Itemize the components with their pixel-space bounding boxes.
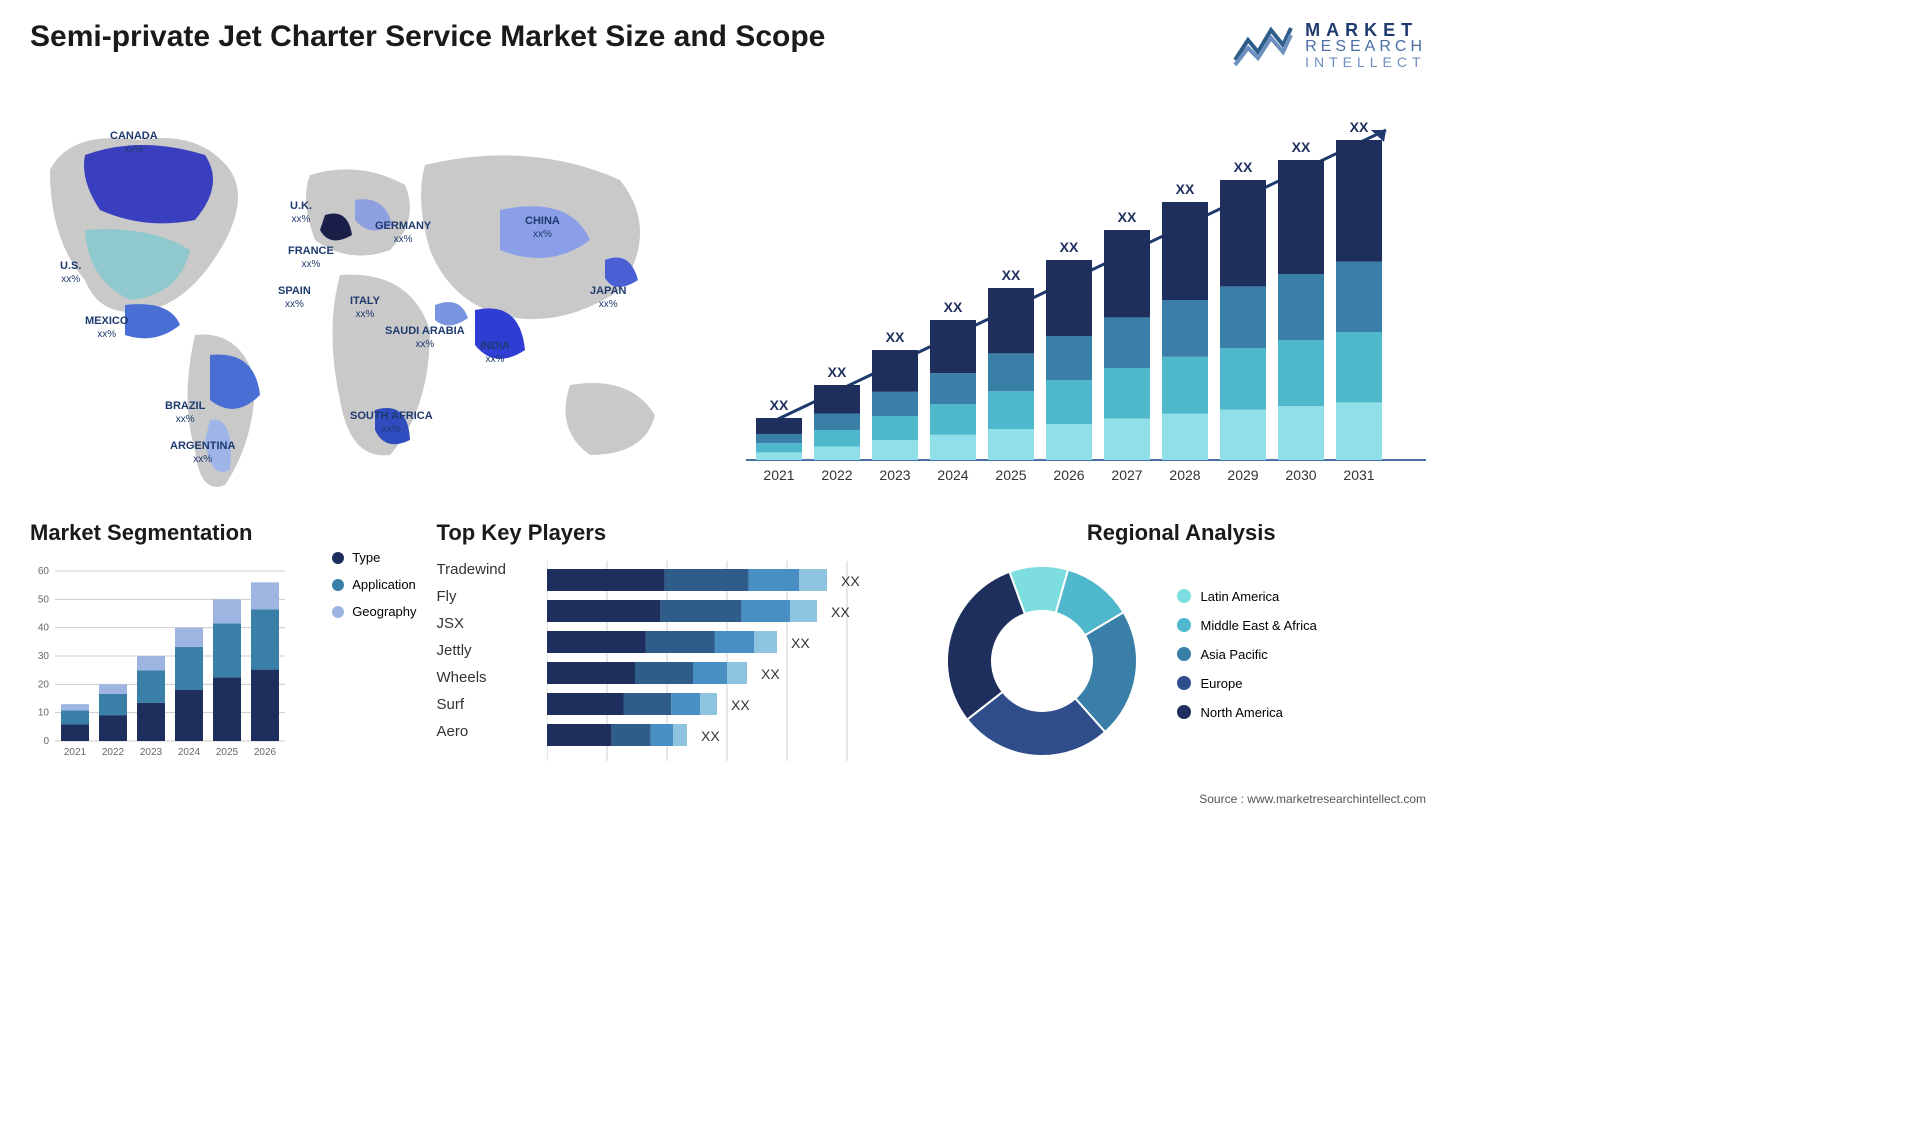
svg-text:XX: XX — [1234, 159, 1253, 175]
svg-text:2021: 2021 — [763, 467, 794, 483]
svg-text:XX: XX — [831, 604, 850, 620]
map-label-saudiarabia: SAUDI ARABIAxx% — [385, 325, 465, 351]
svg-text:XX: XX — [841, 573, 860, 589]
logo-line2: RESEARCH — [1305, 39, 1426, 55]
logo-icon — [1233, 20, 1293, 70]
map-label-southafrica: SOUTH AFRICAxx% — [350, 410, 433, 436]
svg-text:XX: XX — [828, 364, 847, 380]
seg-legend-item: Type — [332, 550, 416, 565]
svg-text:2021: 2021 — [64, 747, 87, 758]
regional-donut-chart — [937, 561, 1147, 761]
svg-text:2024: 2024 — [937, 467, 968, 483]
segmentation-title: Market Segmentation — [30, 520, 407, 546]
map-label-japan: JAPANxx% — [590, 285, 626, 311]
region-legend-item: North America — [1177, 705, 1317, 720]
svg-text:2023: 2023 — [879, 467, 910, 483]
svg-text:60: 60 — [38, 566, 50, 577]
map-label-canada: CANADAxx% — [110, 130, 158, 156]
svg-text:2025: 2025 — [216, 747, 239, 758]
world-map-panel: CANADAxx% U.S.xx% MEXICOxx% BRAZILxx% ARGENT… — [30, 100, 706, 500]
map-label-china: CHINAxx% — [525, 215, 560, 241]
svg-text:2026: 2026 — [254, 747, 277, 758]
segmentation-legend: Type Application Geography — [332, 550, 416, 631]
svg-text:20: 20 — [38, 679, 50, 690]
svg-text:2023: 2023 — [140, 747, 163, 758]
player-label: Jettly — [437, 642, 506, 659]
svg-text:2026: 2026 — [1053, 467, 1084, 483]
svg-text:2029: 2029 — [1227, 467, 1258, 483]
svg-text:XX: XX — [770, 397, 789, 413]
segmentation-bar-chart: 0 10 20 30 40 50 60 2021 2022 2023 2024 2025 2026 — [30, 561, 290, 761]
svg-text:XX: XX — [761, 666, 780, 682]
svg-text:XX: XX — [701, 728, 720, 744]
svg-text:0: 0 — [43, 736, 49, 747]
svg-text:2028: 2028 — [1169, 467, 1200, 483]
svg-text:2022: 2022 — [102, 747, 125, 758]
region-legend-item: Asia Pacific — [1177, 647, 1317, 662]
growth-bar-chart: XX 2021 XX 2022 XX 2023 XX 2024 XX 2025 XX 2026 XX 20… — [746, 100, 1426, 500]
brand-logo: MARKET RESEARCH INTELLECT — [1233, 20, 1426, 70]
svg-text:2025: 2025 — [995, 467, 1026, 483]
logo-line1: MARKET — [1305, 21, 1426, 39]
player-label: Wheels — [437, 669, 506, 686]
svg-text:XX: XX — [944, 299, 963, 315]
svg-text:2024: 2024 — [178, 747, 201, 758]
regional-legend: Latin America Middle East & Africa Asia Pa… — [1177, 589, 1317, 734]
map-label-brazil: BRAZILxx% — [165, 400, 205, 426]
players-title: Top Key Players — [437, 520, 907, 546]
svg-text:XX: XX — [1176, 181, 1195, 197]
svg-text:40: 40 — [38, 623, 50, 634]
page-title: Semi-private Jet Charter Service Market … — [30, 20, 825, 54]
regional-panel: Regional Analysis Latin America Middle Ea… — [937, 520, 1426, 780]
map-label-spain: SPAINxx% — [278, 285, 311, 311]
source-text: Source : www.marketresearchintellect.com — [1199, 792, 1426, 806]
svg-text:10: 10 — [38, 708, 50, 719]
player-label: Surf — [437, 696, 506, 713]
svg-text:XX: XX — [1118, 209, 1137, 225]
region-legend-item: Middle East & Africa — [1177, 618, 1317, 633]
map-label-uk: U.K.xx% — [290, 200, 312, 226]
svg-text:XX: XX — [731, 697, 750, 713]
players-panel: Top Key Players Tradewind Fly JSX Jettly Whe… — [437, 520, 907, 780]
svg-text:2027: 2027 — [1111, 467, 1142, 483]
seg-legend-item: Application — [332, 577, 416, 592]
players-label-column: Tradewind Fly JSX Jettly Wheels Surf Aero — [437, 561, 506, 740]
svg-text:XX: XX — [1350, 119, 1369, 135]
svg-text:XX: XX — [886, 329, 905, 345]
svg-text:2022: 2022 — [821, 467, 852, 483]
map-label-france: FRANCExx% — [288, 245, 334, 271]
player-label: Tradewind — [437, 561, 506, 578]
svg-text:50: 50 — [38, 594, 50, 605]
map-label-italy: ITALYxx% — [350, 295, 380, 321]
svg-text:2030: 2030 — [1285, 467, 1316, 483]
svg-text:XX: XX — [1292, 139, 1311, 155]
seg-legend-item: Geography — [332, 604, 416, 619]
svg-text:XX: XX — [1002, 267, 1021, 283]
player-label: JSX — [437, 615, 506, 632]
segmentation-panel: Market Segmentation 0 10 20 30 40 50 60 2021 202… — [30, 520, 407, 780]
regional-title: Regional Analysis — [937, 520, 1426, 546]
players-hbar-chart: XX XX XX XX XX XX — [547, 561, 907, 781]
svg-text:XX: XX — [791, 635, 810, 651]
region-legend-item: Europe — [1177, 676, 1317, 691]
region-legend-item: Latin America — [1177, 589, 1317, 604]
growth-chart-panel: XX 2021 XX 2022 XX 2023 XX 2024 XX 2025 XX 2026 XX 20… — [746, 100, 1426, 500]
svg-text:XX: XX — [1060, 239, 1079, 255]
logo-line3: INTELLECT — [1305, 55, 1426, 69]
map-label-india: INDIAxx% — [480, 340, 510, 366]
map-label-mexico: MEXICOxx% — [85, 315, 128, 341]
svg-text:2031: 2031 — [1343, 467, 1374, 483]
player-label: Aero — [437, 723, 506, 740]
map-label-us: U.S.xx% — [60, 260, 81, 286]
map-label-argentina: ARGENTINAxx% — [170, 440, 235, 466]
player-label: Fly — [437, 588, 506, 605]
map-label-germany: GERMANYxx% — [375, 220, 431, 246]
svg-text:30: 30 — [38, 651, 50, 662]
